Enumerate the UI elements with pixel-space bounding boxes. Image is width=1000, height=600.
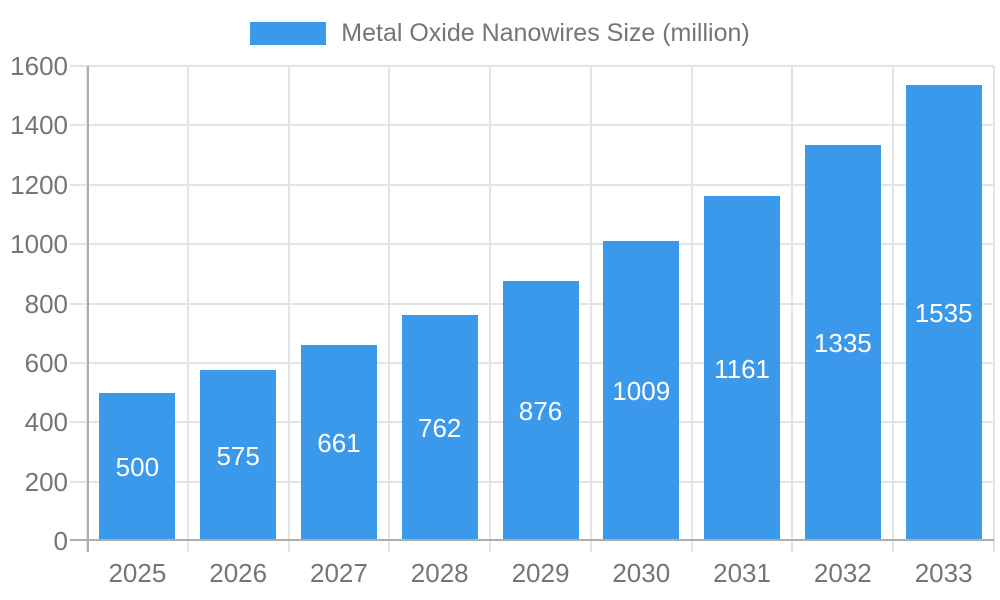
y-axis-tick-label: 800 — [24, 288, 68, 319]
y-axis-tick-label: 600 — [24, 347, 68, 378]
x-axis-tick-label: 2027 — [310, 558, 368, 588]
bar-2028[interactable]: 762 — [401, 314, 478, 541]
bar-value-label: 1161 — [714, 353, 770, 384]
bar-value-label: 575 — [216, 440, 260, 471]
gridline-vertical — [287, 66, 290, 552]
x-axis-line — [70, 539, 994, 541]
bar-value-label: 1335 — [813, 327, 872, 358]
gridline-vertical — [388, 66, 391, 552]
legend-swatch — [250, 22, 327, 45]
y-axis-tick-label: 1600 — [10, 51, 68, 81]
gridline-vertical — [589, 66, 592, 552]
y-axis-tick-label: 200 — [24, 466, 68, 497]
bar-2032[interactable]: 1335 — [804, 144, 881, 541]
x-axis-tick-label: 2030 — [612, 558, 671, 588]
legend-label: Metal Oxide Nanowires Size (million) — [341, 19, 750, 47]
y-axis-line — [87, 66, 89, 552]
gridline-vertical — [791, 66, 794, 552]
x-axis-tick-label: 2031 — [713, 558, 771, 588]
x-axis-tick-label: 2025 — [108, 558, 167, 588]
gridline-vertical — [489, 66, 492, 552]
gridline-horizontal — [70, 243, 994, 246]
y-axis-tick-label: 1400 — [10, 110, 68, 141]
bar-2033[interactable]: 1535 — [905, 85, 982, 541]
gridline-vertical — [690, 66, 693, 552]
gridline-horizontal — [70, 183, 994, 186]
y-axis-tick-label: 1000 — [10, 229, 68, 260]
bar-2026[interactable]: 575 — [200, 370, 277, 541]
bar-2029[interactable]: 876 — [502, 280, 579, 541]
bar-value-label: 876 — [518, 395, 563, 426]
plot-area: 0 200 400 600 800 1000 1200 1400 1600 500 2025 575 2… — [10, 53, 995, 586]
gridline-vertical — [892, 66, 895, 552]
bar-2030[interactable]: 1009 — [603, 241, 680, 541]
bar-value-label: 1535 — [914, 298, 973, 329]
x-axis-tick-label: 2026 — [209, 558, 268, 588]
bar-value-label: 762 — [418, 412, 462, 443]
gridline-horizontal — [70, 124, 994, 127]
x-axis-tick-label: 2029 — [511, 558, 570, 588]
gridline-vertical — [993, 66, 995, 552]
y-axis-tick-label: 400 — [24, 407, 68, 438]
bar-2027[interactable]: 661 — [300, 344, 377, 541]
x-axis-tick-label: 2032 — [813, 558, 872, 588]
x-axis-tick-label: 2028 — [410, 558, 469, 588]
bar-value-label: 1009 — [612, 376, 671, 407]
x-axis-tick-label: 2033 — [914, 558, 973, 588]
bar-2025[interactable]: 500 — [99, 392, 176, 541]
bar-2031[interactable]: 1161 — [704, 196, 781, 541]
bar-value-label: 661 — [317, 427, 361, 458]
legend[interactable]: Metal Oxide Nanowires Size (million) — [0, 21, 1000, 46]
gridline-vertical — [186, 66, 189, 552]
gridline-horizontal — [70, 65, 994, 67]
y-axis-tick-label: 1200 — [10, 169, 68, 200]
y-axis-tick-label: 0 — [53, 526, 68, 556]
bar-value-label: 500 — [115, 451, 160, 482]
